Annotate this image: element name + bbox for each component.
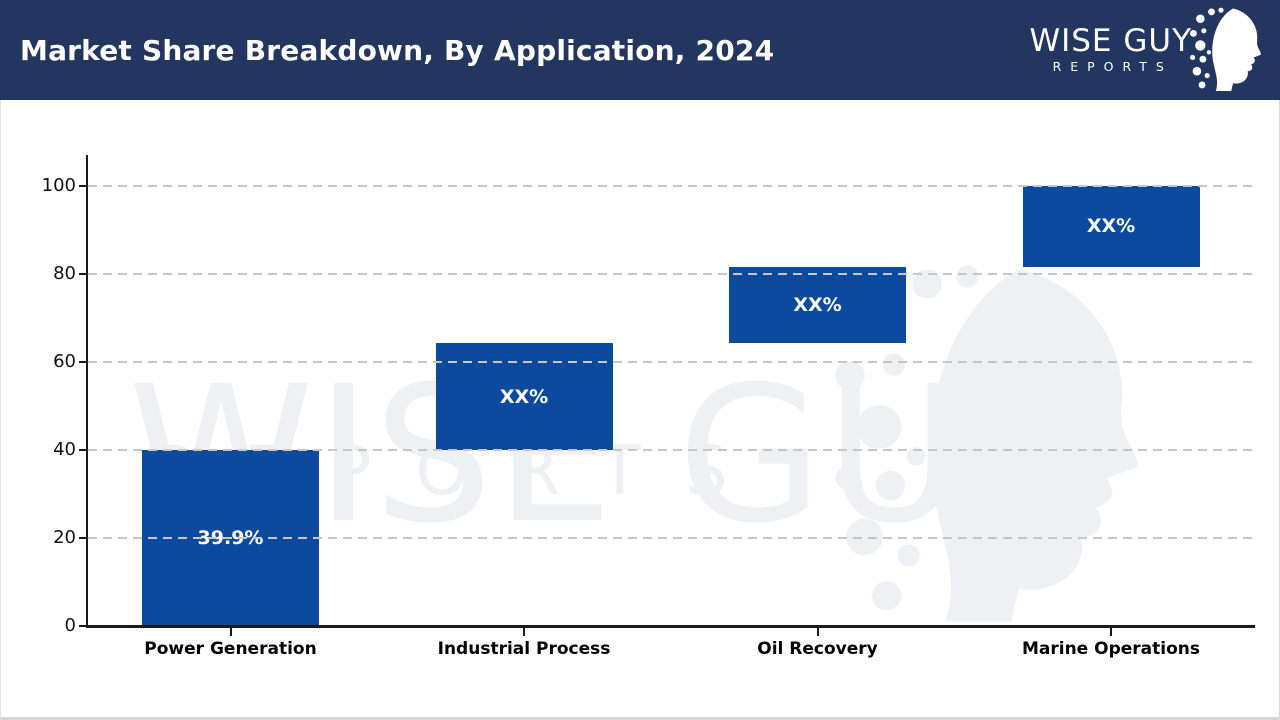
- axis-left-spine: [86, 155, 88, 628]
- x-axis-tick-mark: [523, 627, 525, 636]
- brand-name: WISE GUY: [1029, 23, 1192, 60]
- brand-tagline: REPORTS: [1052, 59, 1173, 75]
- brand-wordmark: WISE GUY REPORTS: [1029, 26, 1192, 74]
- header-bar: Market Share Breakdown, By Application, …: [0, 0, 1280, 100]
- bar-oil-recovery: XX%: [729, 266, 906, 343]
- gridline-40: [88, 449, 1255, 451]
- y-axis-tick-mark: [79, 537, 88, 539]
- bar-value-label: XX%: [793, 293, 842, 316]
- page-title: Market Share Breakdown, By Application, …: [20, 33, 775, 67]
- y-axis-tick-label: 20: [53, 527, 76, 548]
- y-axis-tick-label: 100: [41, 175, 76, 196]
- x-axis-category-label: Oil Recovery: [757, 639, 878, 659]
- x-axis-category-label: Power Generation: [144, 639, 317, 659]
- bar-industrial-process: XX%: [435, 342, 613, 451]
- gridline-60: [88, 361, 1255, 363]
- brand-face-icon: [1188, 5, 1266, 95]
- bar-marine-operations: XX%: [1022, 186, 1200, 267]
- gridline-100: [88, 185, 1255, 187]
- bar-value-label: XX%: [1086, 215, 1136, 238]
- y-axis-tick-mark: [79, 449, 88, 451]
- x-axis-category-label: Marine Operations: [1021, 639, 1200, 659]
- y-axis-tick-label: 80: [53, 263, 76, 284]
- x-axis-tick-mark: [229, 627, 232, 636]
- x-axis-category-label: Industrial Process: [437, 639, 611, 659]
- gridline-20: [88, 537, 1255, 539]
- y-axis-tick-mark: [79, 361, 88, 363]
- x-axis-tick-mark: [816, 627, 819, 636]
- y-axis-tick-mark: [79, 625, 88, 627]
- x-axis-tick-mark: [1110, 627, 1112, 636]
- y-axis-tick-label: 40: [53, 439, 76, 460]
- y-axis-tick-label: 60: [53, 351, 76, 372]
- gridline-80: [88, 273, 1255, 275]
- brand-logo: WISE GUY REPORTS: [1029, 5, 1266, 95]
- y-axis-tick-mark: [79, 185, 88, 187]
- bar-value-label: XX%: [499, 385, 549, 408]
- y-axis-tick-label: 0: [64, 615, 76, 636]
- axis-bottom-spine: [86, 625, 1255, 628]
- y-axis-tick-mark: [79, 273, 88, 275]
